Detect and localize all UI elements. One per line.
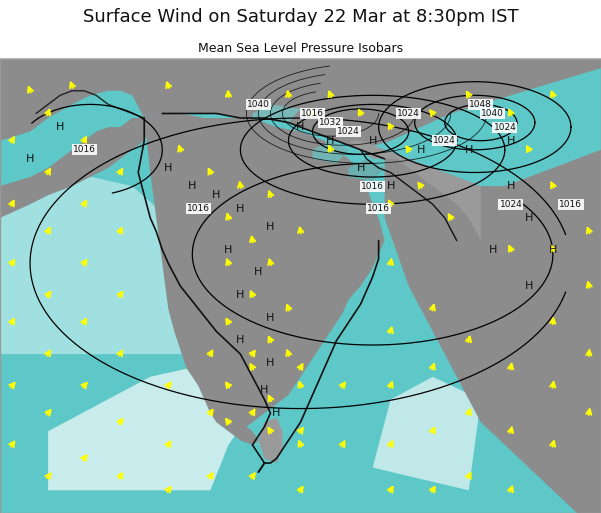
Text: H: H <box>549 245 557 254</box>
Text: 1024: 1024 <box>499 200 522 209</box>
Text: H: H <box>507 136 515 146</box>
Text: H: H <box>266 358 275 368</box>
Text: 1016: 1016 <box>367 204 390 213</box>
Polygon shape <box>252 105 300 123</box>
Text: H: H <box>416 145 425 155</box>
Text: 1016: 1016 <box>187 204 210 213</box>
Text: H: H <box>254 267 263 278</box>
Text: H: H <box>507 181 515 191</box>
Polygon shape <box>0 118 150 218</box>
Polygon shape <box>313 141 349 164</box>
Text: 1040: 1040 <box>481 109 504 118</box>
Polygon shape <box>385 150 601 513</box>
Text: H: H <box>489 245 497 254</box>
Text: 1024: 1024 <box>493 123 516 132</box>
Text: 1016: 1016 <box>560 200 582 209</box>
Text: H: H <box>266 313 275 323</box>
Text: 1016: 1016 <box>361 182 384 191</box>
Polygon shape <box>48 354 270 490</box>
Text: H: H <box>260 385 269 396</box>
Text: H: H <box>356 163 365 173</box>
Text: H: H <box>188 181 197 191</box>
Text: H: H <box>236 204 245 214</box>
Text: 1024: 1024 <box>433 136 456 145</box>
Text: 1024: 1024 <box>337 127 360 136</box>
Text: 1032: 1032 <box>319 118 342 127</box>
Polygon shape <box>349 141 481 241</box>
Text: H: H <box>465 145 473 155</box>
Text: Mean Sea Level Pressure Isobars: Mean Sea Level Pressure Isobars <box>198 42 403 55</box>
Text: 1024: 1024 <box>397 109 420 118</box>
Text: 1040: 1040 <box>247 100 270 109</box>
Text: H: H <box>212 190 221 200</box>
Text: H: H <box>368 136 377 146</box>
Polygon shape <box>373 377 481 490</box>
Text: H: H <box>164 163 172 173</box>
Text: H: H <box>236 290 245 300</box>
Text: H: H <box>26 154 34 164</box>
Text: 1016: 1016 <box>73 145 96 154</box>
Text: H: H <box>224 245 233 254</box>
Text: H: H <box>386 181 395 191</box>
Text: H: H <box>326 136 335 146</box>
Text: H: H <box>236 336 245 345</box>
Text: H: H <box>525 213 533 223</box>
Polygon shape <box>144 113 385 445</box>
Text: H: H <box>266 222 275 232</box>
Polygon shape <box>0 59 601 150</box>
Polygon shape <box>349 159 385 182</box>
Text: H: H <box>56 122 64 132</box>
Text: 1016: 1016 <box>301 109 324 118</box>
Polygon shape <box>258 418 282 463</box>
Polygon shape <box>0 172 192 354</box>
Text: 1048: 1048 <box>469 100 492 109</box>
Text: H: H <box>272 408 281 418</box>
Text: H: H <box>525 281 533 291</box>
Text: Surface Wind on Saturday 22 Mar at 8:30pm IST: Surface Wind on Saturday 22 Mar at 8:30p… <box>83 8 518 26</box>
Text: H: H <box>296 122 305 132</box>
